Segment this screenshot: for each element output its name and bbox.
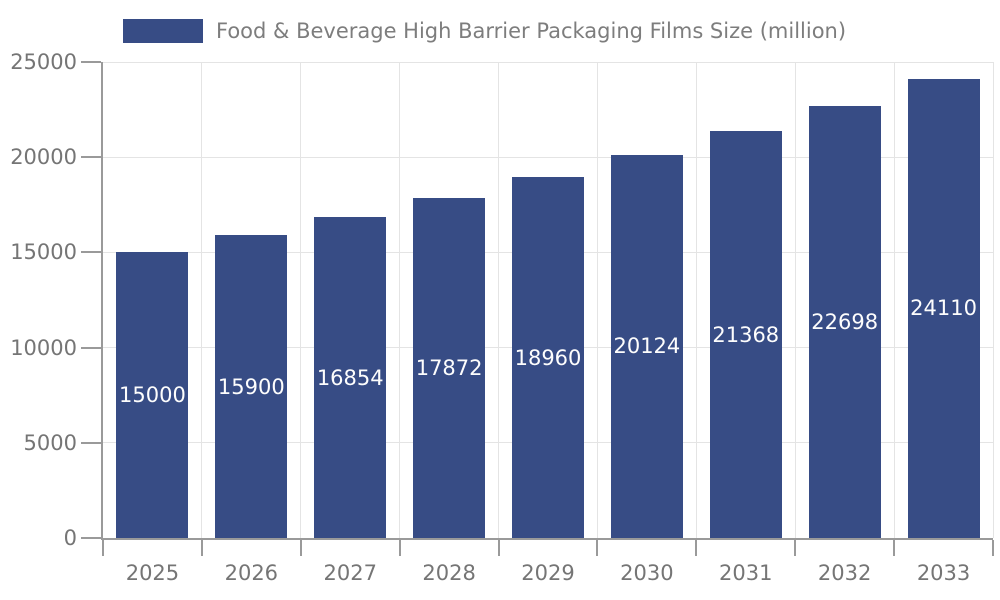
y-tick-label: 15000	[10, 240, 77, 265]
x-tick-label: 2027	[323, 561, 377, 585]
x-axis-tick	[596, 540, 599, 556]
bar-value-label: 20124	[613, 334, 681, 359]
x-axis-tick	[695, 540, 698, 556]
bar[interactable]: 21368	[709, 131, 782, 538]
x-axis-tick	[992, 540, 994, 556]
y-axis-tick	[81, 441, 101, 444]
x-tick-label: 2030	[620, 561, 674, 585]
y-tick-label: 10000	[10, 335, 77, 360]
x-axis-tick	[299, 540, 302, 556]
bar[interactable]: 15900	[215, 235, 288, 538]
x-axis-tick	[497, 540, 500, 556]
gridline-v	[300, 62, 302, 538]
plot-area: 15000 15900 16854 17872 18960 20124 21368 22698…	[101, 61, 994, 540]
y-axis-tick	[81, 156, 101, 159]
bar[interactable]: 18960	[512, 177, 584, 538]
bar[interactable]: 15000	[116, 252, 189, 538]
gridline-v	[399, 62, 401, 538]
x-axis-tick	[102, 540, 104, 556]
y-tick-label: 25000	[10, 50, 77, 74]
x-tick-label: 2026	[224, 561, 279, 585]
x-axis-tick	[398, 540, 401, 556]
x-tick-label: 2033	[916, 561, 971, 585]
bar-value-label: 22698	[811, 309, 879, 334]
legend-label: Food & Beverage High Barrier Packaging F…	[216, 19, 847, 43]
x-tick-label: 2032	[817, 561, 872, 585]
legend-item[interactable]: Food & Beverage High Barrier Packaging F…	[123, 19, 846, 43]
y-axis-tick	[81, 251, 101, 254]
gridline-v	[794, 62, 796, 538]
legend-swatch	[123, 19, 203, 43]
bar[interactable]: 20124	[610, 154, 683, 538]
bar-value-label: 24110	[910, 296, 977, 321]
bar-value-label: 17872	[415, 355, 483, 380]
y-tick-label: 20000	[10, 145, 77, 170]
gridline-v	[201, 62, 203, 538]
y-tick-label: 5000	[23, 430, 77, 455]
x-axis-tick	[893, 540, 896, 556]
gridline-v	[596, 62, 598, 538]
bar-value-label: 21368	[712, 322, 780, 347]
x-tick-label: 2025	[125, 561, 180, 585]
gridline-h	[103, 156, 993, 158]
bar-value-label: 15900	[217, 374, 285, 399]
x-tick-label: 2029	[521, 561, 575, 585]
y-axis-tick	[81, 346, 101, 349]
bar[interactable]: 22698	[808, 105, 881, 538]
y-axis-tick	[81, 537, 101, 539]
gridline-v	[992, 62, 994, 538]
bar-value-label: 16854	[316, 365, 384, 390]
bar[interactable]: 16854	[314, 217, 387, 538]
x-axis-tick	[200, 540, 203, 556]
gridline-v	[893, 62, 895, 538]
gridline-v	[695, 62, 697, 538]
bar[interactable]: 17872	[413, 197, 486, 538]
bar-value-label: 18960	[514, 345, 582, 370]
bar[interactable]: 24110	[907, 78, 980, 538]
x-tick-label: 2031	[719, 561, 773, 585]
y-axis-tick	[81, 61, 101, 63]
y-tick-label: 0	[63, 526, 77, 550]
x-tick-label: 2028	[422, 561, 476, 585]
gridline-v	[498, 62, 500, 538]
bar-value-label: 15000	[119, 383, 186, 408]
gridline-h	[103, 61, 993, 63]
x-axis-tick	[794, 540, 797, 556]
